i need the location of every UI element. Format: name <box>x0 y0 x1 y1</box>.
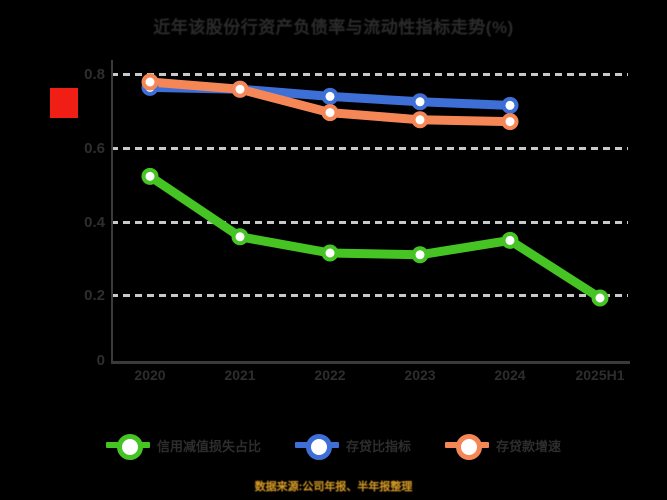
legend-label-green: 信用减值损失占比 <box>156 438 261 454</box>
x-tick-label-2025H1: 2025H1 <box>575 367 625 383</box>
source-note: 数据来源:公司年报、半年报整理 <box>254 481 413 493</box>
gridline-0-4 <box>111 221 628 224</box>
gridline-0-8 <box>111 73 628 76</box>
chart-legend: 信用减值损失占比 存贷比指标 存贷款增速 <box>0 434 667 460</box>
gridline-0-6 <box>111 147 628 150</box>
x-tick-label-2023: 2023 <box>404 367 436 383</box>
legend-label-blue: 存贷比指标 <box>345 438 411 454</box>
legend-item-green[interactable]: 信用减值损失占比 <box>105 434 261 460</box>
legend-marker-blue-icon <box>294 434 339 460</box>
plot-area <box>111 60 628 362</box>
x-tick-label-2020: 2020 <box>134 367 166 383</box>
x-tick-label-2022: 2022 <box>314 367 346 383</box>
x-tick-label-2024: 2024 <box>494 367 526 383</box>
y-tick-label-3: 0.2 <box>84 287 105 304</box>
legend-marker-green-icon <box>105 434 150 460</box>
y-tick-label-0: 0.8 <box>84 66 105 83</box>
legend-marker-orange-icon <box>445 434 489 460</box>
chart-title: 近年该股份行资产负债率与流动性指标走势(%) <box>153 18 514 37</box>
gridline-0-2 <box>111 294 628 297</box>
redaction-block <box>50 88 78 118</box>
y-tick-label-1: 0.6 <box>84 140 105 157</box>
y-tick-label-2: 0.4 <box>84 214 105 231</box>
y-axis-line <box>111 60 113 363</box>
legend-item-blue[interactable]: 存贷比指标 <box>294 434 411 460</box>
legend-item-orange[interactable]: 存贷款增速 <box>445 434 562 460</box>
x-tick-label-2021: 2021 <box>224 367 256 383</box>
legend-label-orange: 存贷款增速 <box>496 438 562 454</box>
x-axis-line <box>111 361 630 364</box>
y-tick-label-4: 0 <box>96 352 105 369</box>
y-axis-tick-labels: 0.8 0.6 0.4 0.2 0 <box>55 0 105 400</box>
